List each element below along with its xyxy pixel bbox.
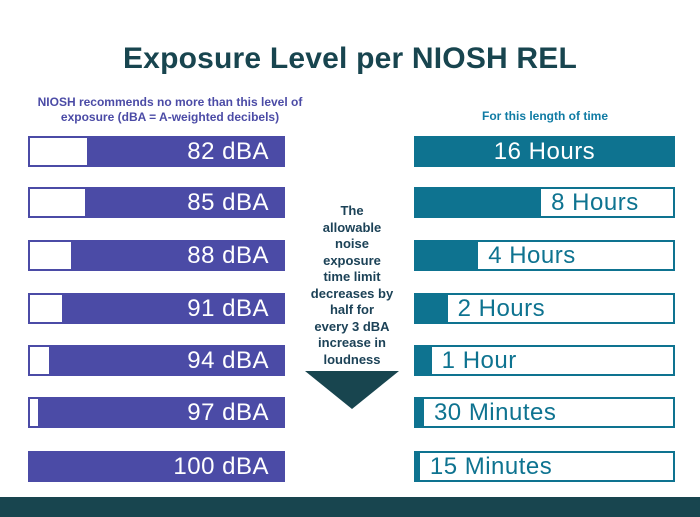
dba-bar-label: 91 dBA	[187, 294, 269, 322]
time-column-header: For this length of time	[482, 109, 608, 123]
dba-bar: 85 dBA	[28, 187, 285, 218]
exposure-row-94dba: 94 dBA 1 Hour	[0, 345, 700, 376]
dba-bar: 97 dBA	[28, 397, 285, 428]
time-bar-fill	[416, 138, 673, 165]
footer-bar	[0, 497, 700, 517]
dba-bar-fill	[48, 347, 283, 374]
exposure-row-97dba: 97 dBA 30 Minutes	[0, 397, 700, 428]
time-bar-label: 30 Minutes	[433, 398, 557, 426]
time-bar-label: 15 Minutes	[429, 452, 553, 480]
dba-bar-label: 97 dBA	[187, 398, 269, 426]
exposure-row-88dba: 88 dBA 4 Hours	[0, 240, 700, 271]
dba-bar-label: 88 dBA	[187, 241, 269, 269]
time-bar-fill	[416, 347, 432, 374]
dba-bar-label: 85 dBA	[187, 188, 269, 216]
time-bar-fill	[416, 453, 420, 480]
dba-bar-label: 100 dBA	[173, 452, 269, 480]
time-bar-label: 8 Hours	[551, 188, 639, 216]
time-bar: 30 Minutes	[414, 397, 675, 428]
annotation-line: loudness	[323, 351, 381, 367]
dba-column-header-line1: NIOSH recommends no more than this level…	[37, 95, 303, 109]
time-bar-label: 16 Hours	[493, 137, 596, 165]
dba-column-header: NIOSH recommends no more than this level…	[22, 95, 318, 125]
dba-bar: 91 dBA	[28, 293, 285, 324]
dba-bar-fill	[71, 242, 283, 269]
time-bar: 15 Minutes	[414, 451, 675, 482]
annotation-line: increase in	[318, 335, 386, 350]
dba-bar: 82 dBA	[28, 136, 285, 167]
dba-bar-label: 82 dBA	[187, 137, 269, 165]
time-bar-fill	[416, 189, 542, 216]
time-bar-fill	[416, 399, 424, 426]
time-bar-label: 4 Hours	[488, 241, 576, 269]
dba-bar-fill	[87, 138, 283, 165]
page-title: Exposure Level per NIOSH REL	[122, 42, 578, 75]
annotation-line: every 3 dBA	[314, 318, 390, 334]
dba-bar-fill	[62, 295, 283, 322]
dba-bar-fill	[85, 189, 283, 216]
annotation-line: exposure	[323, 252, 381, 268]
time-bar: 1 Hour	[414, 345, 675, 376]
annotation-line: half for	[329, 302, 375, 317]
time-bar: 2 Hours	[414, 293, 675, 324]
exposure-row-85dba: 85 dBA 8 Hours	[0, 187, 700, 218]
time-bar-fill	[416, 295, 448, 322]
dba-bar-label: 94 dBA	[187, 346, 269, 374]
dba-bar: 94 dBA	[28, 345, 285, 376]
dba-bar: 100 dBA	[28, 451, 285, 482]
exposure-row-91dba: 91 dBA 2 Hours	[0, 293, 700, 324]
center-annotation: The allowable noise exposure time limit …	[297, 203, 407, 368]
exposure-row-100dba: 100 dBA 15 Minutes	[0, 451, 700, 482]
annotation-line: The	[340, 203, 364, 218]
annotation-line: decreases by	[310, 285, 394, 301]
time-bar-label: 1 Hour	[441, 346, 517, 374]
time-bar-label: 2 Hours	[457, 294, 546, 322]
annotation-line: time limit	[323, 269, 381, 284]
annotation-line: allowable	[322, 219, 382, 235]
dba-bar-fill	[37, 399, 283, 426]
annotation-line: noise	[335, 236, 369, 251]
time-bar: 4 Hours	[414, 240, 675, 271]
time-bar: 8 Hours	[414, 187, 675, 218]
exposure-row-82dba: 82 dBA 16 Hours	[0, 136, 700, 167]
dba-bar-fill	[30, 453, 283, 480]
time-bar: 16 Hours	[414, 136, 675, 167]
dba-bar: 88 dBA	[28, 240, 285, 271]
dba-column-header-line2: exposure (dBA = A-weighted decibels)	[60, 110, 280, 124]
down-arrow-icon	[305, 371, 399, 409]
time-bar-fill	[416, 242, 479, 269]
